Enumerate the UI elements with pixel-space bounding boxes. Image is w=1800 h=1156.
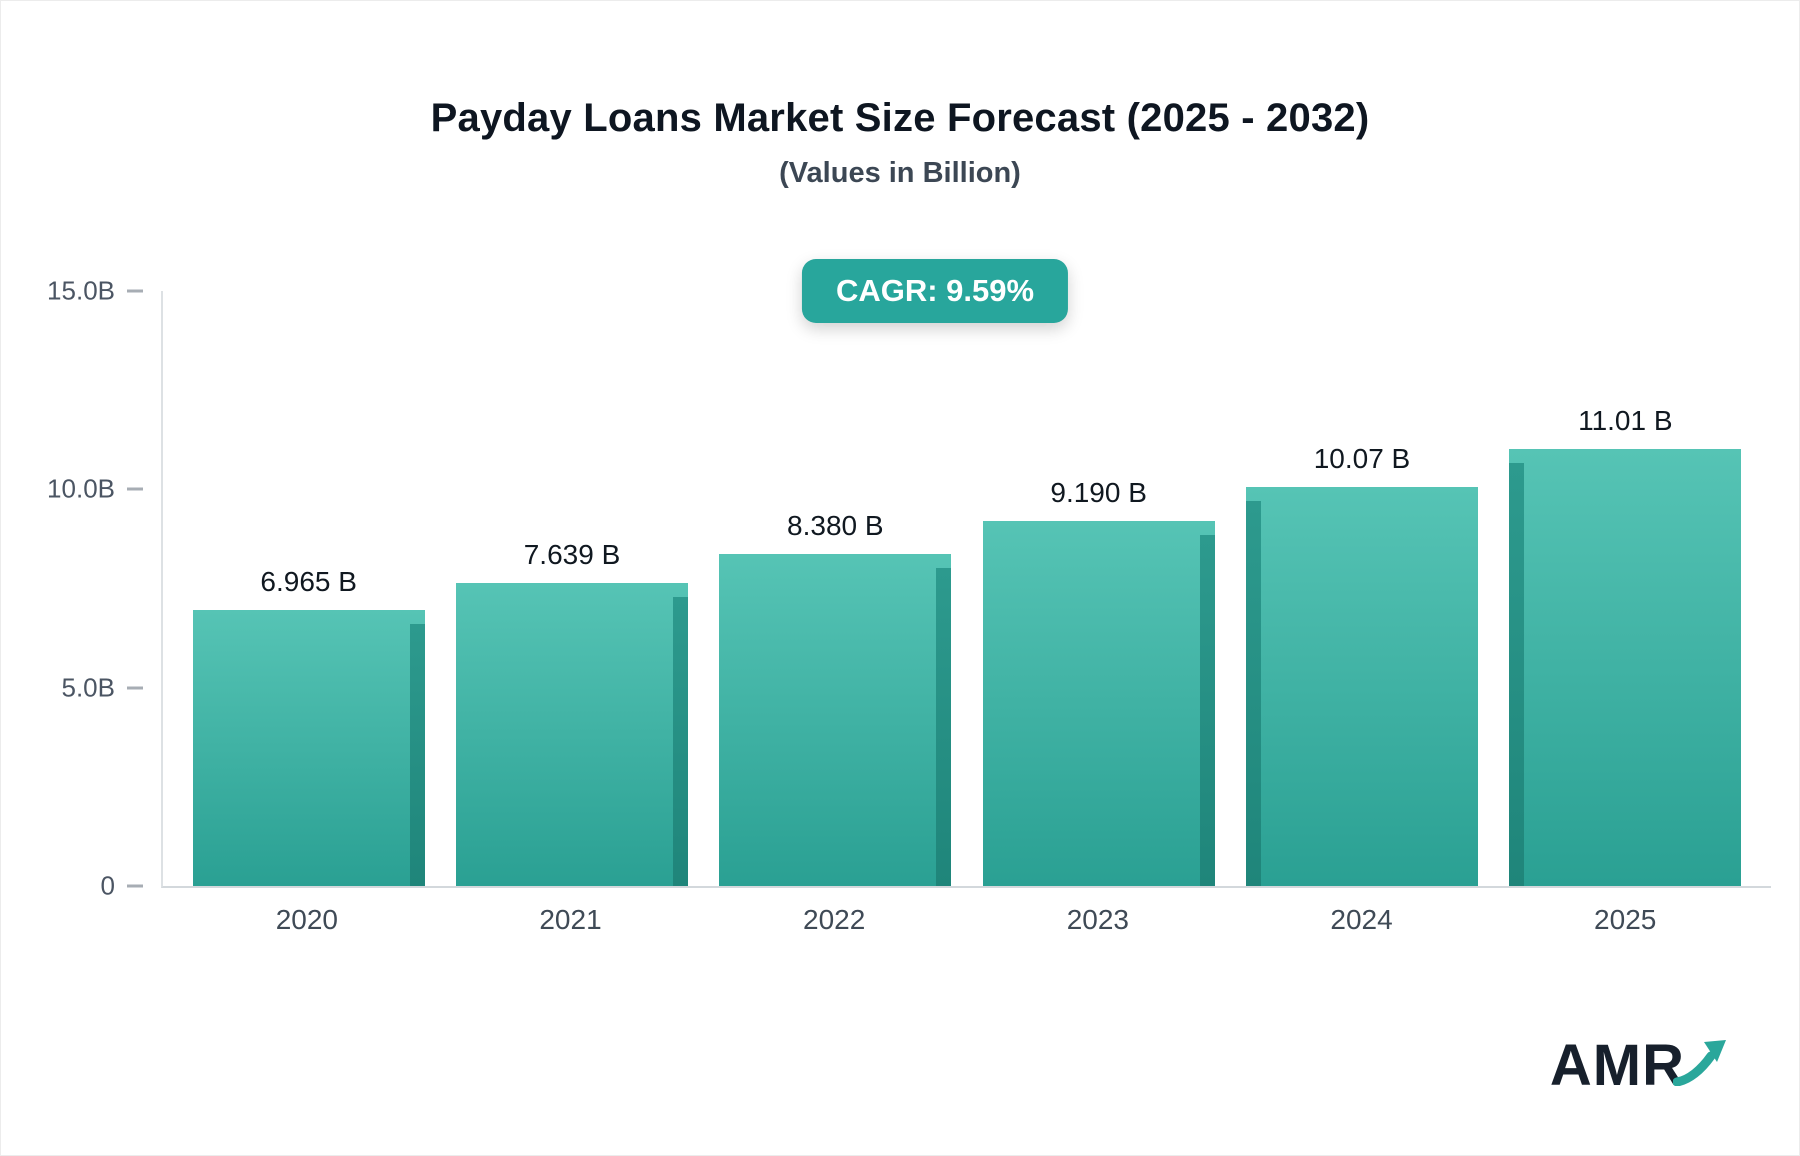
bar-value-label: 6.965 B — [260, 565, 357, 597]
bar-2025 — [1509, 449, 1742, 886]
x-axis-label: 2024 — [1330, 904, 1393, 935]
bar-column: 8.380 B — [704, 291, 967, 886]
x-axis-label: 2025 — [1594, 904, 1657, 935]
chart-header: Payday Loans Market Size Forecast (2025 … — [1, 96, 1799, 190]
y-axis: 15.0B 10.0B 5.0B 0 — [31, 276, 161, 901]
bar-2022 — [719, 553, 952, 886]
chart-title: Payday Loans Market Size Forecast (2025 … — [430, 96, 1370, 140]
y-tick: 10.0B — [31, 474, 143, 505]
bar-3d-edge — [1245, 500, 1261, 886]
bar-2023 — [982, 521, 1215, 886]
bar-column: 10.07 B — [1230, 291, 1493, 886]
bar-3d-edge — [672, 597, 688, 886]
y-tick: 15.0B — [31, 276, 143, 307]
bar-2021 — [455, 583, 688, 886]
x-axis-label: 2021 — [539, 904, 602, 935]
bar-2020 — [192, 609, 425, 886]
y-tick: 5.0B — [31, 672, 143, 703]
chart-subtitle: (Values in Billion) — [779, 157, 1021, 189]
bar-value-label: 10.07 B — [1313, 442, 1411, 474]
bar-3d-edge — [1199, 535, 1215, 886]
bar-value-label: 9.190 B — [1050, 477, 1147, 509]
x-axis-label: 2022 — [803, 904, 866, 935]
y-axis-tick-mark — [127, 884, 143, 888]
plot-area: 6.965 B 7.639 B 8.380 B 9.190 B 10.07 B 11.01… — [161, 291, 1771, 888]
bar-column: 6.965 B — [177, 291, 440, 886]
logo-text: AMR — [1549, 1033, 1685, 1098]
bar-3d-edge — [936, 567, 952, 886]
bar-column: 9.190 B — [967, 291, 1230, 886]
x-axis-label: 2020 — [275, 904, 338, 935]
x-axis-label: 2023 — [1066, 904, 1129, 935]
y-axis-label: 10.0B — [47, 473, 115, 504]
y-axis-tick-mark — [127, 289, 143, 293]
bar-value-label: 11.01 B — [1578, 405, 1673, 437]
bar-value-label: 7.639 B — [523, 539, 621, 570]
x-axis: 2020 2021 2022 2023 2024 2025 — [161, 904, 1771, 936]
bars-container: 6.965 B 7.639 B 8.380 B 9.190 B 10.07 B 11.01… — [163, 291, 1771, 886]
y-tick: 0 — [31, 871, 143, 902]
bar-3d-edge — [409, 623, 425, 886]
amr-logo: AMR — [1550, 1032, 1727, 1099]
bar-chart: 15.0B 10.0B 5.0B 0 6.965 B 7.639 B 8.380 B 9.1… — [31, 276, 1771, 936]
y-axis-label: 15.0B — [47, 275, 115, 306]
y-axis-label: 5.0B — [61, 672, 116, 703]
y-axis-label: 0 — [100, 870, 115, 901]
cagr-badge: CAGR: 9.59% — [801, 259, 1069, 323]
bar-2024 — [1245, 486, 1478, 886]
bar-column: 7.639 B — [440, 291, 703, 886]
bar-3d-edge — [1509, 463, 1525, 886]
bar-value-label: 8.380 B — [787, 509, 884, 541]
bar-column: 11.01 B — [1494, 291, 1757, 886]
logo-arrow-icon — [1673, 1039, 1726, 1086]
y-axis-tick-mark — [127, 686, 143, 690]
y-axis-tick-mark — [127, 487, 143, 491]
